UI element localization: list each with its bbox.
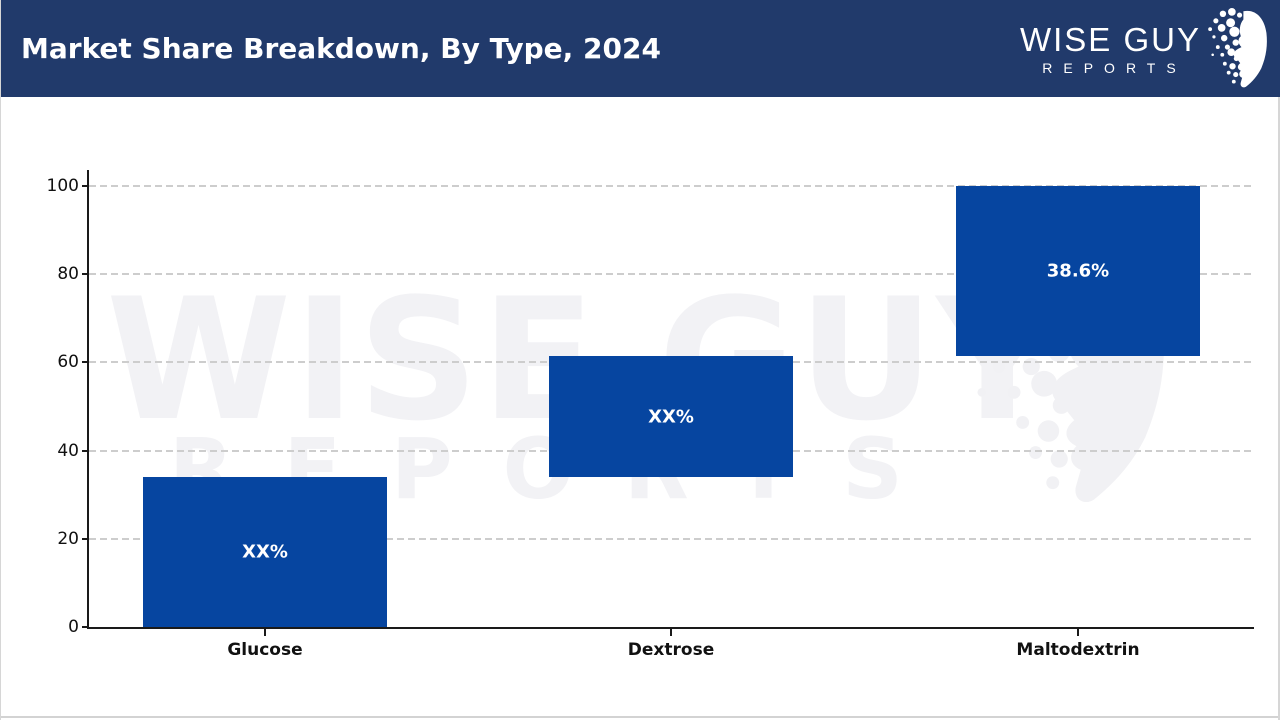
bar-dextrose [549,356,793,478]
y-tick-100 [82,185,89,187]
y-tick-60 [82,361,89,364]
bottom-border [1,716,1278,718]
x-tick-1 [670,629,672,636]
x-tick-2 [1077,629,1079,636]
wiseguy-head-icon [1208,7,1267,87]
bar-value-label: 38.6% [1046,260,1110,282]
bar-value-label: XX% [648,406,694,428]
y-tick-0 [82,626,89,628]
logo-wordmark: WISE GUY [1019,20,1201,58]
page-title: Market Share Breakdown, By Type, 2024 [21,32,661,65]
y-tick-label: 80 [57,264,79,285]
gridline-100 [89,185,1254,187]
x-category-label: Glucose [227,640,303,660]
y-tick-40 [82,449,89,452]
bar-value-label: XX% [242,541,288,563]
y-tick-label: 20 [57,528,79,549]
y-tick-80 [82,273,89,276]
x-tick-0 [264,629,266,636]
gridline-20 [89,537,1254,540]
y-tick-label: 40 [57,440,79,461]
y-tick-label: 100 [46,176,79,196]
x-axis [87,627,1254,629]
bar-glucose [143,477,387,627]
y-tick-label: 0 [68,617,79,637]
x-category-label: Dextrose [627,640,715,660]
y-axis [87,170,89,629]
logo-subtitle: REPORTS [1042,59,1187,76]
wiseguy-logo: WISE GUY REPORTS [1020,6,1280,92]
y-tick-20 [82,537,89,540]
gridline-80 [89,273,1254,276]
y-tick-label: 60 [57,352,79,373]
page-header: Market Share Breakdown, By Type, 2024 WI… [1,0,1280,97]
x-category-label: Maltodextrin [1016,640,1140,660]
